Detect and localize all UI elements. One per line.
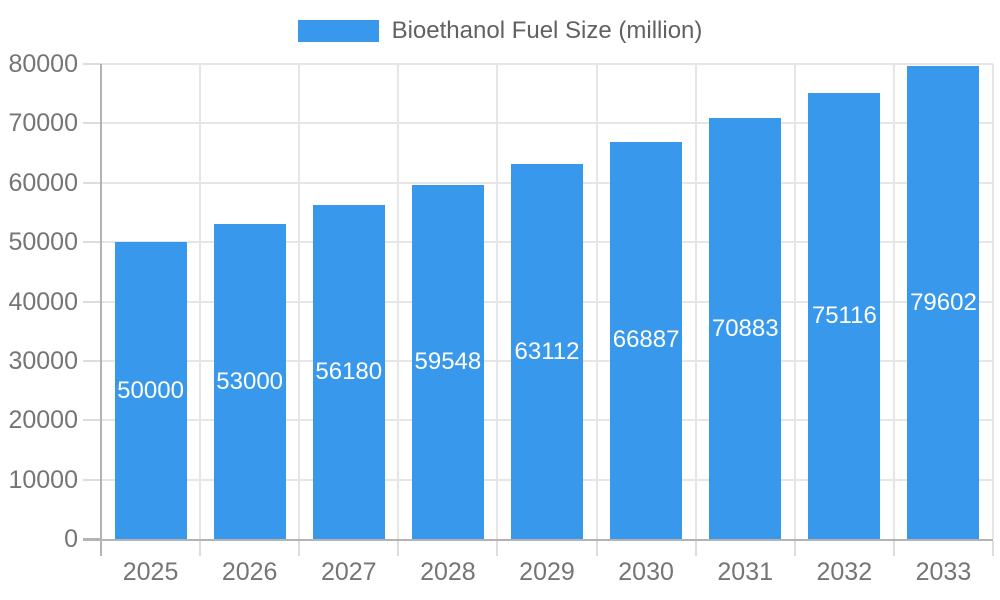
- v-gridline: [793, 64, 796, 539]
- y-axis-label: 0: [64, 525, 78, 553]
- y-axis-tick: [83, 241, 101, 244]
- x-axis-label: 2031: [717, 558, 774, 586]
- bar: 56180: [312, 205, 385, 539]
- y-axis-label: 40000: [8, 287, 78, 316]
- x-axis-label: 2025: [122, 558, 179, 586]
- v-gridline: [595, 64, 598, 539]
- bar-value-label: 59548: [414, 348, 482, 376]
- y-axis-tick: [83, 359, 101, 362]
- bar: 50000: [114, 242, 187, 539]
- x-axis-tick: [595, 541, 598, 556]
- y-axis-label: 50000: [8, 228, 78, 257]
- v-gridline: [199, 64, 202, 539]
- y-axis-label: 60000: [8, 168, 78, 197]
- bar-value-label: 53000: [216, 367, 284, 395]
- bar-value-label: 50000: [117, 376, 184, 404]
- bar: 66887: [610, 141, 683, 539]
- x-axis-tick: [992, 541, 994, 556]
- x-axis-label: 2029: [519, 558, 575, 586]
- x-axis-label: 2027: [320, 558, 377, 586]
- x-axis-label: 2028: [420, 558, 476, 586]
- x-axis-tick: [694, 541, 697, 556]
- x-axis-label: 2032: [816, 558, 873, 586]
- y-axis-tick: [83, 478, 101, 481]
- v-gridline: [397, 64, 400, 539]
- y-axis-tick: [83, 300, 101, 303]
- bar-value-label: 66887: [612, 326, 680, 354]
- y-axis-tick: [83, 122, 101, 125]
- v-gridline: [892, 64, 895, 539]
- legend: Bioethanol Fuel Size (million): [0, 18, 1000, 44]
- x-axis-label: 2026: [221, 558, 278, 586]
- y-axis-label: 20000: [8, 406, 78, 435]
- bar-value-label: 79602: [910, 288, 977, 316]
- bar-value-label: 56180: [315, 358, 383, 386]
- v-gridline: [992, 64, 994, 539]
- x-axis-tick: [496, 541, 499, 556]
- bar: 75116: [808, 92, 881, 539]
- legend-swatch: [297, 20, 379, 42]
- x-axis-tick: [397, 541, 400, 556]
- y-axis-tick: [83, 419, 101, 422]
- bar-value-label: 63112: [514, 337, 580, 365]
- y-axis-label: 70000: [8, 109, 78, 138]
- x-axis-label: 2033: [915, 558, 972, 586]
- y-axis-label: 30000: [8, 346, 78, 375]
- bar: 53000: [213, 224, 286, 539]
- v-gridline: [694, 64, 697, 539]
- x-axis-tick: [298, 541, 301, 556]
- h-gridline: [101, 122, 993, 125]
- y-axis-label: 10000: [8, 465, 78, 494]
- x-axis-line: [83, 539, 993, 541]
- bar: 59548: [411, 185, 484, 539]
- y-axis-line: [100, 64, 102, 556]
- y-axis-tick: [83, 63, 101, 65]
- x-axis-label: 2030: [618, 558, 674, 586]
- y-axis-label: 80000: [8, 50, 78, 78]
- x-axis-tick: [793, 541, 796, 556]
- v-gridline: [298, 64, 301, 539]
- bar: 70883: [709, 118, 782, 539]
- v-gridline: [496, 64, 499, 539]
- bar-value-label: 70883: [711, 314, 779, 342]
- bar: 63112: [511, 164, 583, 539]
- x-axis-tick: [892, 541, 895, 556]
- bar: 79602: [907, 66, 980, 539]
- y-axis-tick: [83, 181, 101, 184]
- h-gridline: [101, 63, 993, 65]
- bar-value-label: 75116: [811, 301, 877, 329]
- legend-label: Bioethanol Fuel Size (million): [391, 17, 703, 44]
- x-axis-tick: [199, 541, 202, 556]
